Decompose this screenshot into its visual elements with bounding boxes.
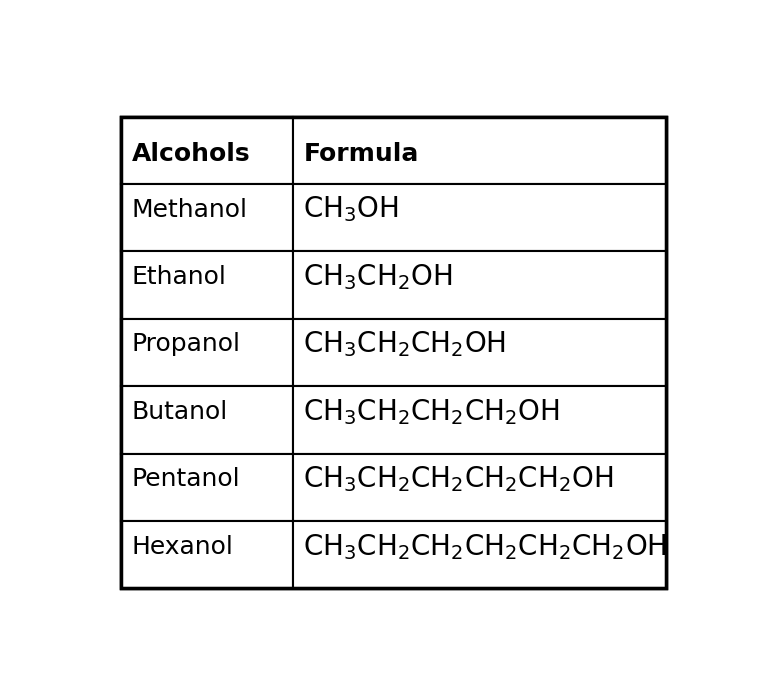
- Bar: [293, 184, 666, 251]
- Bar: [121, 386, 293, 453]
- Text: Methanol: Methanol: [132, 197, 248, 222]
- Bar: [121, 117, 293, 184]
- Text: $\mathdefault{CH_{3}CH_{2}CH_{2}CH_{2}CH_{2}CH_{2}OH}$: $\mathdefault{CH_{3}CH_{2}CH_{2}CH_{2}CH…: [303, 532, 667, 561]
- Bar: [121, 319, 293, 386]
- Bar: [121, 117, 666, 588]
- Text: Hexanol: Hexanol: [132, 535, 233, 559]
- Bar: [293, 319, 666, 386]
- Bar: [293, 521, 666, 588]
- Text: Butanol: Butanol: [132, 400, 228, 424]
- Bar: [293, 386, 666, 453]
- Text: $\mathdefault{CH_{3}CH_{2}CH_{2}OH}$: $\mathdefault{CH_{3}CH_{2}CH_{2}OH}$: [303, 330, 506, 359]
- Bar: [121, 184, 293, 251]
- Bar: [121, 453, 293, 521]
- Text: $\mathdefault{CH_{3}OH}$: $\mathdefault{CH_{3}OH}$: [303, 195, 399, 224]
- Bar: [293, 453, 666, 521]
- Bar: [121, 117, 666, 588]
- Text: $\mathdefault{CH_{3}CH_{2}CH_{2}CH_{2}OH}$: $\mathdefault{CH_{3}CH_{2}CH_{2}CH_{2}OH…: [303, 397, 560, 427]
- Text: Formula: Formula: [303, 142, 419, 166]
- Text: Ethanol: Ethanol: [132, 265, 227, 289]
- Bar: [121, 521, 293, 588]
- Bar: [293, 251, 666, 319]
- Text: $\mathdefault{CH_{3}CH_{2}CH_{2}CH_{2}CH_{2}OH}$: $\mathdefault{CH_{3}CH_{2}CH_{2}CH_{2}CH…: [303, 464, 614, 494]
- Text: $\mathdefault{CH_{3}CH_{2}OH}$: $\mathdefault{CH_{3}CH_{2}OH}$: [303, 262, 453, 292]
- Text: Pentanol: Pentanol: [132, 467, 240, 491]
- Text: Alcohols: Alcohols: [132, 142, 250, 166]
- Text: Propanol: Propanol: [132, 332, 240, 356]
- Bar: [293, 117, 666, 184]
- Bar: [121, 251, 293, 319]
